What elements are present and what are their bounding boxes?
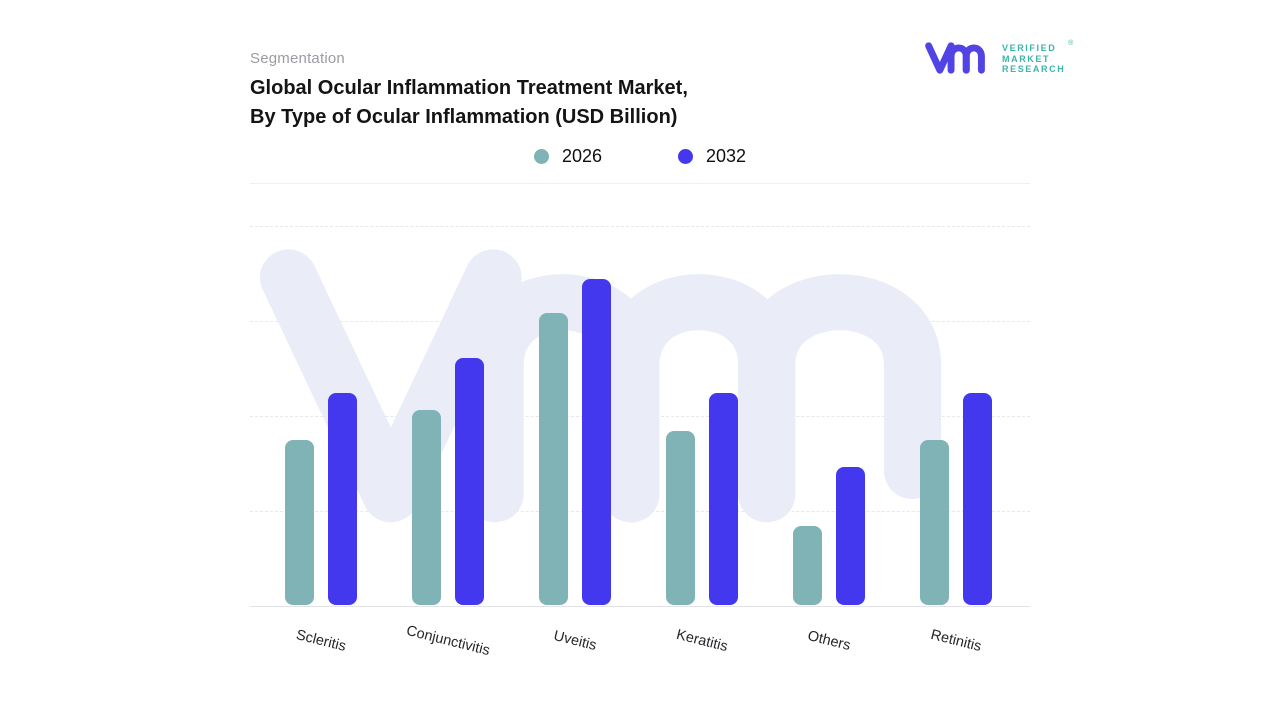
bar-retinitis-2026: [920, 440, 949, 605]
bar-others-2026: [793, 526, 822, 605]
gridline-4: [250, 226, 1030, 227]
brand-line-verified: VERIFIED: [1002, 43, 1057, 53]
plot-area: [250, 183, 1030, 607]
vmr-monogram-watermark: [259, 249, 941, 523]
legend-item-2026: 2026: [533, 146, 602, 167]
bar-scleritis-2026: [285, 440, 314, 605]
registered-trademark-icon: ®: [1068, 40, 1074, 47]
vmr-wordmark: VERIFIED MARKET RESEARCH ®: [1002, 40, 1073, 75]
gridline-1: [250, 511, 1030, 512]
x-label-scleritis: Scleritis: [294, 627, 348, 655]
bar-conjunctivitis-2026: [412, 410, 441, 605]
legend-dot-2026: [533, 149, 549, 164]
legend-label-2032: 2032: [706, 146, 747, 166]
bar-others-2032: [836, 467, 865, 605]
x-axis-labels: Scleritis Conjunctivitis Uveitis Keratitis O…: [250, 623, 1030, 688]
legend-label-2026: 2026: [561, 146, 602, 166]
bar-scleritis-2032: [328, 393, 357, 605]
bar-uveitis-2026: [539, 313, 568, 605]
bar-retinitis-2032: [963, 393, 992, 605]
gridline-2: [250, 416, 1030, 417]
brand-line-market: MARKET: [1002, 53, 1051, 64]
gridline-3: [250, 321, 1030, 322]
vmr-monogram-icon: [925, 42, 985, 74]
bar-keratitis-2026: [666, 431, 695, 605]
title-line-1: Global Ocular Inflammation Treatment Mar…: [250, 77, 688, 99]
x-label-uveitis: Uveitis: [551, 627, 599, 655]
legend-item-2032: 2032: [678, 146, 746, 167]
chart-legend: 2026 2032: [250, 146, 1030, 167]
bar-uveitis-2032: [582, 279, 611, 605]
x-label-retinitis: Retinitis: [929, 626, 983, 656]
x-label-keratitis: Keratitis: [674, 626, 730, 656]
vmr-logo: VERIFIED MARKET RESEARCH ®: [924, 38, 1073, 78]
x-label-others: Others: [805, 627, 853, 655]
x-label-conjunctivitis: Conjunctivitis: [404, 622, 492, 660]
brand-line-research: RESEARCH: [1002, 64, 1066, 74]
bar-conjunctivitis-2032: [455, 358, 484, 605]
title-line-2: By Type of Ocular Inflammation (USD Bill…: [250, 106, 678, 128]
legend-dot-2032: [678, 149, 693, 164]
page-title: Global Ocular Inflammation Treatment Mar…: [250, 74, 688, 132]
bar-keratitis-2032: [709, 393, 738, 605]
segmentation-eyebrow: Segmentation: [250, 50, 345, 67]
